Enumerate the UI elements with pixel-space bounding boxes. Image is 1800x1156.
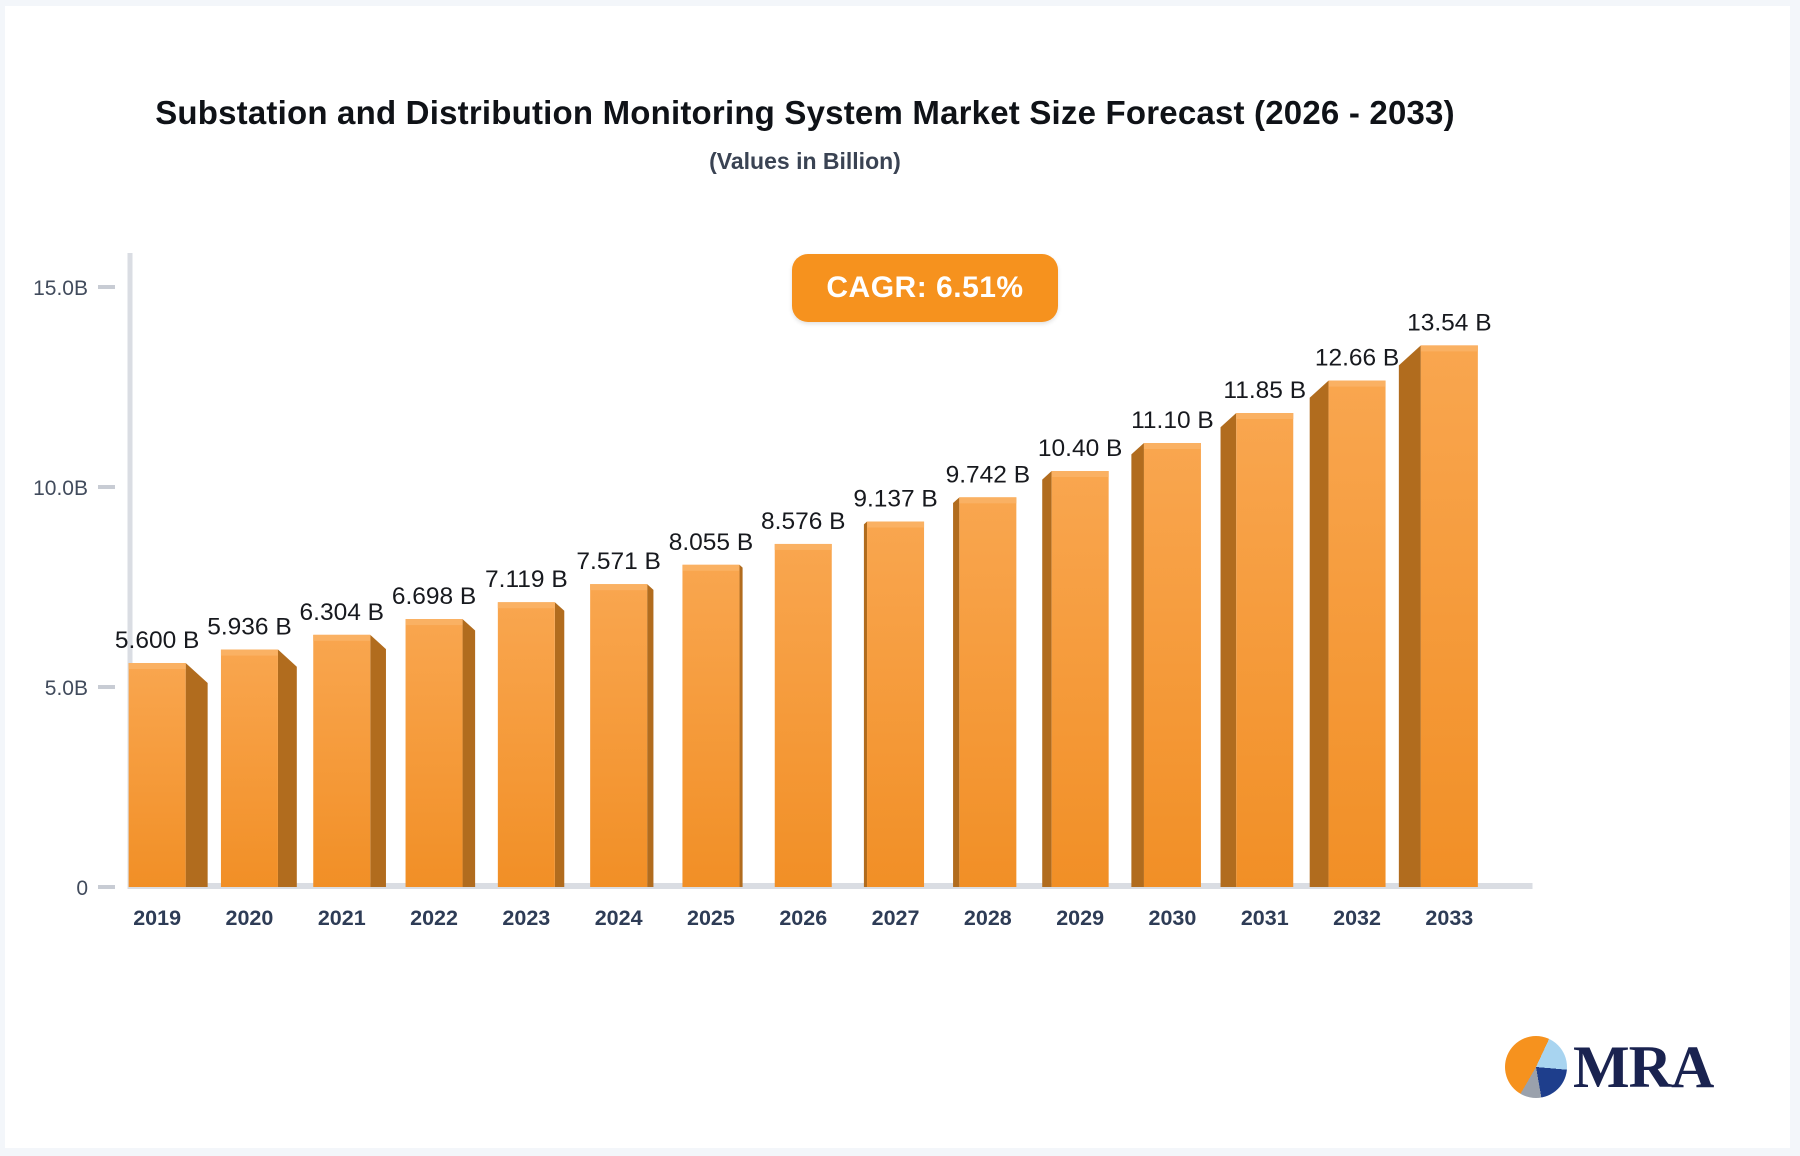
x-axis-label-2029: 2029 — [1056, 906, 1104, 930]
bar-top-edge-2027 — [867, 521, 925, 528]
bar-2021 — [313, 634, 371, 887]
bar-side-2022 — [462, 619, 476, 887]
bar-top-edge-2028 — [959, 497, 1017, 504]
chart-title: Substation and Distribution Monitoring S… — [155, 94, 1455, 131]
x-axis-label-2019: 2019 — [133, 906, 181, 930]
bar-2026 — [774, 543, 832, 887]
x-axis-label-2025: 2025 — [687, 906, 735, 930]
bar-side-2033 — [1398, 345, 1421, 887]
y-tick-label: 15.0B — [33, 277, 88, 300]
y-axis-line — [127, 253, 133, 889]
x-axis-label-2024: 2024 — [595, 906, 643, 930]
value-label-2021: 6.304 B — [300, 599, 384, 626]
x-axis-label-2033: 2033 — [1425, 906, 1473, 930]
bar-2022 — [405, 619, 463, 887]
bar-top-edge-2019 — [128, 663, 186, 669]
pie-chart-logo-icon — [1505, 1036, 1567, 1098]
y-tick-mark — [98, 485, 115, 489]
bar-top-edge-2026 — [774, 543, 832, 550]
bar-top-edge-2030 — [1143, 443, 1201, 449]
bar-side-2023 — [554, 602, 565, 887]
bar-side-2028 — [953, 497, 960, 887]
x-axis-label-2032: 2032 — [1333, 906, 1381, 930]
cagr-badge: CAGR: 6.51% — [792, 254, 1058, 322]
bar-2032 — [1328, 380, 1386, 887]
value-label-2028: 9.742 B — [946, 461, 1030, 488]
y-tick-mark — [98, 885, 115, 889]
bar-2029 — [1051, 471, 1109, 887]
value-label-2024: 7.571 B — [576, 548, 660, 575]
bar-top-edge-2033 — [1420, 345, 1478, 352]
bar-2030 — [1143, 443, 1201, 887]
mra-logo: MRA — [1505, 1034, 1714, 1100]
bar-side-2032 — [1309, 380, 1329, 887]
y-tick-label: 0 — [76, 877, 88, 900]
y-tick-label: 5.0B — [45, 677, 88, 700]
bar-2024 — [590, 584, 648, 887]
bar-side-2025 — [739, 564, 743, 887]
bar-side-2020 — [277, 649, 297, 887]
bar-top-edge-2022 — [405, 619, 463, 626]
value-label-2019: 5.600 B — [115, 627, 199, 654]
bar-2023 — [497, 602, 555, 887]
bar-2027 — [867, 521, 925, 887]
y-tick-mark — [98, 685, 115, 689]
value-label-2026: 8.576 B — [761, 508, 845, 535]
value-label-2029: 10.40 B — [1038, 435, 1122, 462]
bar-side-2029 — [1042, 471, 1052, 887]
value-label-2033: 13.54 B — [1407, 309, 1491, 336]
x-axis-label-2022: 2022 — [410, 906, 458, 930]
value-label-2023: 7.119 B — [485, 566, 568, 593]
x-axis-label-2021: 2021 — [318, 906, 366, 930]
bar-side-2027 — [863, 521, 868, 887]
value-label-2022: 6.698 B — [392, 583, 476, 610]
bar-side-2024 — [647, 584, 654, 887]
bar-top-edge-2029 — [1051, 471, 1109, 477]
bar-side-2021 — [370, 634, 386, 887]
x-axis-label-2031: 2031 — [1241, 906, 1289, 930]
x-axis-label-2026: 2026 — [779, 906, 827, 930]
bar-2031 — [1236, 413, 1294, 887]
bar-top-edge-2032 — [1328, 380, 1386, 387]
bar-side-2019 — [185, 663, 208, 887]
bar-top-edge-2020 — [220, 649, 278, 656]
x-axis-label-2020: 2020 — [226, 906, 274, 930]
x-axis-label-2027: 2027 — [872, 906, 920, 930]
bar-2028 — [959, 497, 1017, 887]
chart-subtitle: (Values in Billion) — [709, 148, 901, 174]
bar-top-edge-2023 — [497, 602, 555, 609]
value-label-2030: 11.10 B — [1131, 407, 1214, 434]
bar-top-edge-2025 — [682, 564, 740, 571]
value-label-2027: 9.137 B — [853, 486, 937, 513]
value-label-2025: 8.055 B — [669, 529, 753, 556]
bar-2019 — [128, 663, 186, 887]
y-tick-label: 10.0B — [33, 477, 88, 500]
bar-2033 — [1420, 345, 1478, 887]
x-axis-label-2023: 2023 — [502, 906, 550, 930]
bar-top-edge-2024 — [590, 584, 648, 591]
value-label-2032: 12.66 B — [1315, 345, 1399, 372]
bar-2025 — [682, 564, 740, 887]
value-label-2031: 11.85 B — [1223, 377, 1306, 404]
x-axis-label-2028: 2028 — [964, 906, 1012, 930]
y-tick-mark — [98, 285, 115, 289]
value-label-2020: 5.936 B — [207, 614, 291, 641]
logo-text: MRA — [1573, 1034, 1714, 1100]
bar-2020 — [220, 649, 278, 887]
bar-side-2030 — [1131, 443, 1144, 887]
bar-side-2031 — [1220, 413, 1237, 887]
x-axis-label-2030: 2030 — [1149, 906, 1197, 930]
bar-top-edge-2021 — [313, 634, 371, 641]
bar-top-edge-2031 — [1236, 413, 1294, 419]
